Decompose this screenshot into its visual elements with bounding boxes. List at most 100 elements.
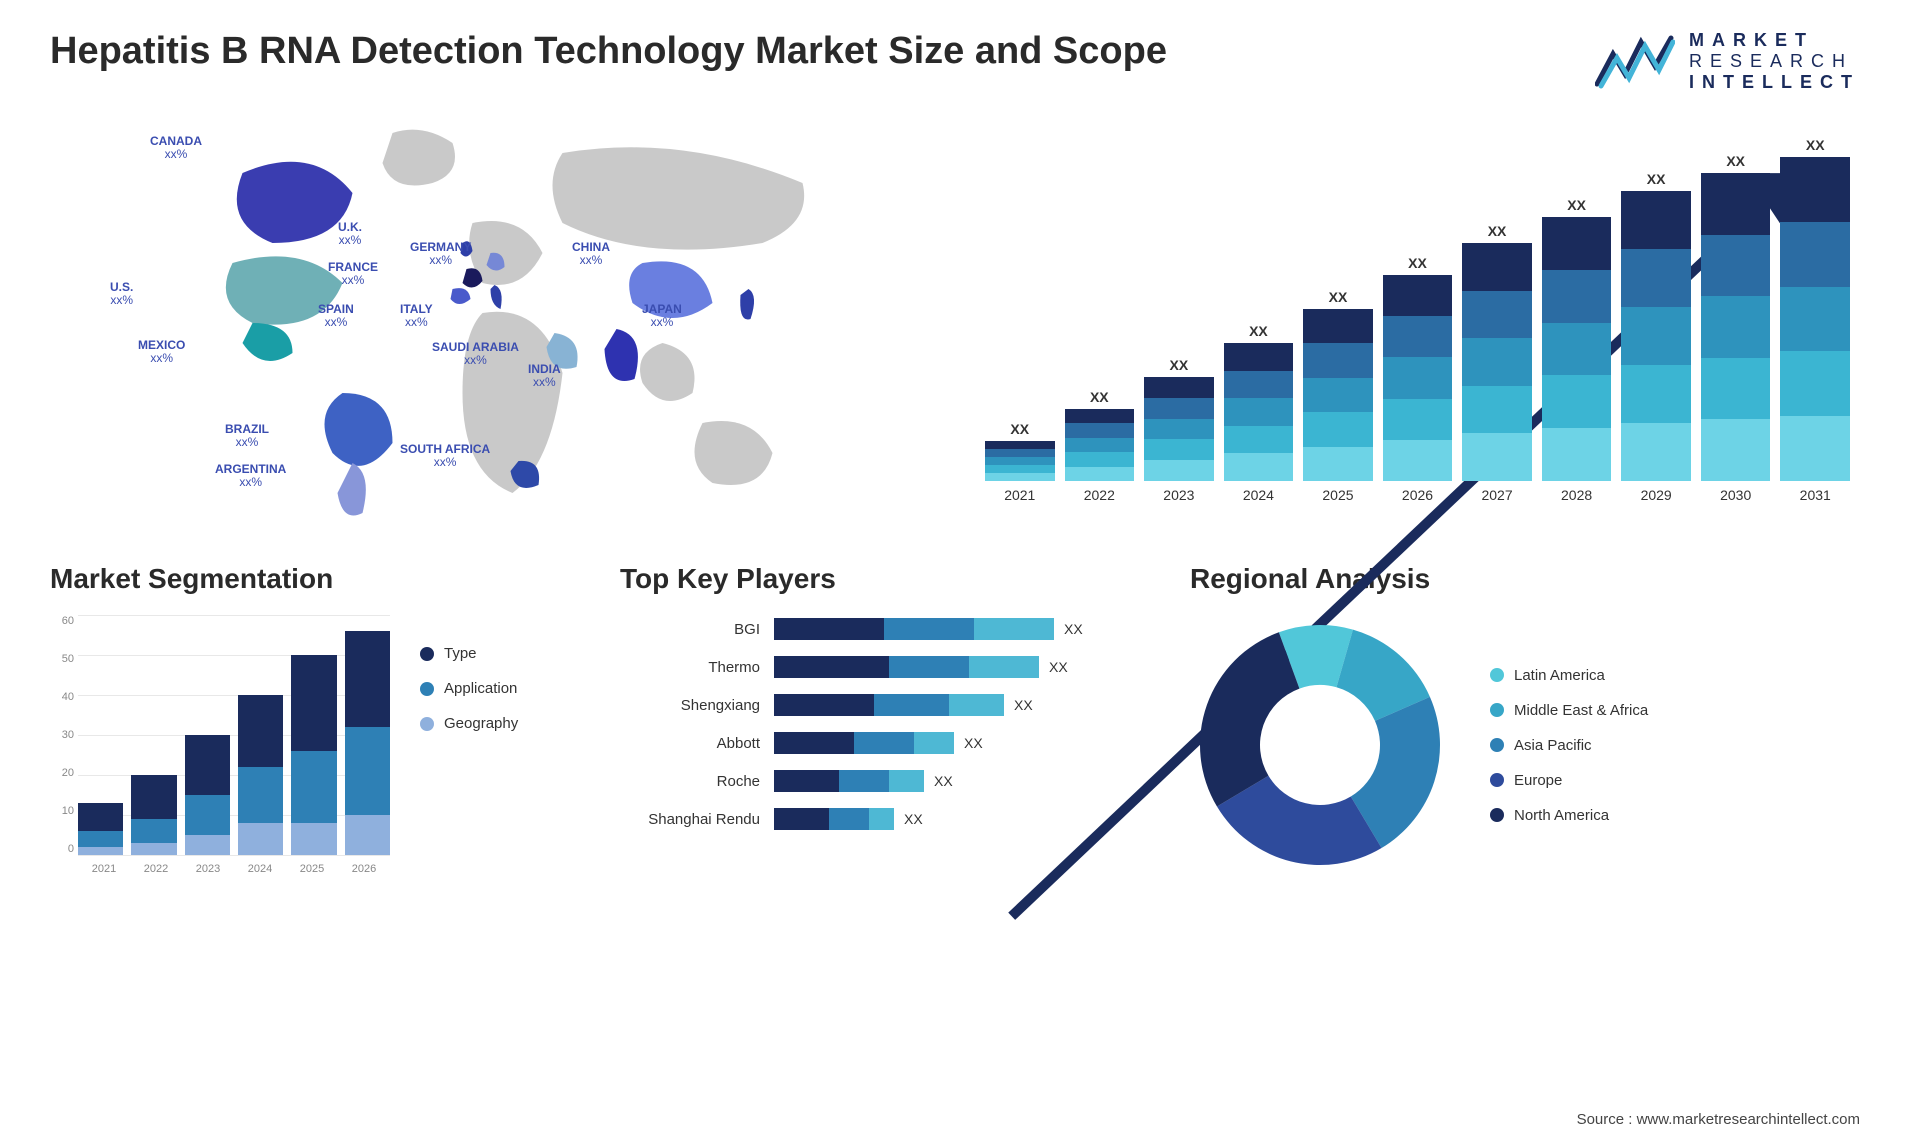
seg-segment-application xyxy=(238,767,283,823)
growth-segment xyxy=(1383,399,1453,440)
growth-year-label: 2026 xyxy=(1402,487,1433,503)
player-segment xyxy=(974,618,1054,640)
growth-segment xyxy=(1780,287,1850,352)
player-segment xyxy=(854,732,914,754)
growth-bar-2022: XX2022 xyxy=(1065,389,1135,503)
legend-label: Geography xyxy=(444,715,518,732)
growth-segment xyxy=(1383,440,1453,481)
growth-year-label: 2031 xyxy=(1800,487,1831,503)
seg-y-tick: 40 xyxy=(62,691,74,703)
growth-segment xyxy=(1780,351,1850,416)
legend-label: Asia Pacific xyxy=(1514,737,1592,754)
region-legend-item: Europe xyxy=(1490,772,1648,789)
growth-segment xyxy=(1701,296,1771,358)
growth-segment xyxy=(1065,467,1135,481)
growth-segment xyxy=(1224,453,1294,481)
legend-label: Application xyxy=(444,680,517,697)
seg-bar-2023 xyxy=(185,735,230,855)
growth-segment xyxy=(1542,217,1612,270)
growth-segment xyxy=(1144,439,1214,460)
growth-bar-2025: XX2025 xyxy=(1303,289,1373,503)
growth-segment xyxy=(1065,438,1135,452)
player-bar xyxy=(774,618,1054,640)
player-bar-wrap: XX xyxy=(774,694,1140,716)
player-bar-wrap: XX xyxy=(774,656,1140,678)
growth-segment xyxy=(1224,343,1294,371)
growth-segment xyxy=(985,441,1055,449)
growth-segment xyxy=(1303,447,1373,481)
legend-label: Middle East & Africa xyxy=(1514,702,1648,719)
seg-segment-application xyxy=(185,795,230,835)
seg-segment-type xyxy=(345,631,390,727)
growth-bar-2031: XX 2031 xyxy=(1780,137,1850,503)
growth-segment xyxy=(1383,357,1453,398)
player-segment xyxy=(874,694,949,716)
segmentation-chart: 6050403020100 202120222023202420252026 xyxy=(50,615,390,875)
growth-bar-2027: XX2027 xyxy=(1462,223,1532,503)
growth-year-label: 2029 xyxy=(1641,487,1672,503)
logo-line-1: MARKET xyxy=(1689,30,1860,51)
growth-year-label: 2022 xyxy=(1084,487,1115,503)
growth-year-label: 2028 xyxy=(1561,487,1592,503)
growth-value-label: XX xyxy=(1726,153,1745,169)
growth-segment xyxy=(1065,423,1135,437)
legend-label: Latin America xyxy=(1514,667,1605,684)
growth-year-label: 2021 xyxy=(1004,487,1035,503)
bottom-row: Market Segmentation 6050403020100 202120… xyxy=(0,533,1920,875)
legend-dot-icon xyxy=(1490,738,1504,752)
growth-segment xyxy=(985,465,1055,473)
player-segment xyxy=(774,694,874,716)
player-name: Shengxiang xyxy=(620,697,760,714)
growth-value-label: XX xyxy=(1010,421,1029,437)
growth-segment xyxy=(1780,157,1850,222)
legend-dot-icon xyxy=(1490,808,1504,822)
seg-legend-item: Application xyxy=(420,680,518,697)
seg-segment-geography xyxy=(291,823,336,855)
map-country-japan xyxy=(740,289,754,320)
seg-segment-application xyxy=(345,727,390,815)
growth-segment xyxy=(1701,419,1771,481)
growth-segment xyxy=(1065,409,1135,423)
growth-bar-2028: XX2028 xyxy=(1542,197,1612,503)
player-segment xyxy=(949,694,1004,716)
segmentation-title: Market Segmentation xyxy=(50,563,570,595)
growth-segment xyxy=(1542,323,1612,376)
seg-legend-item: Type xyxy=(420,645,518,662)
player-bar xyxy=(774,656,1039,678)
growth-segment xyxy=(1701,358,1771,420)
seg-bar-2022 xyxy=(131,775,176,855)
growth-segment xyxy=(985,449,1055,457)
player-name: Thermo xyxy=(620,659,760,676)
player-value-label: XX xyxy=(904,811,923,827)
growth-segment xyxy=(1542,270,1612,323)
player-segment xyxy=(914,732,954,754)
map-country-china xyxy=(629,261,712,318)
seg-legend-item: Geography xyxy=(420,715,518,732)
regional-donut-chart xyxy=(1190,615,1450,875)
legend-dot-icon xyxy=(420,647,434,661)
growth-segment xyxy=(1462,386,1532,434)
player-bar xyxy=(774,808,894,830)
segmentation-panel: Market Segmentation 6050403020100 202120… xyxy=(50,563,570,875)
map-country-canada xyxy=(237,162,353,243)
player-value-label: XX xyxy=(934,773,953,789)
world-map-panel: CANADAxx%U.S.xx%MEXICOxx%BRAZILxx%ARGENT… xyxy=(50,113,935,533)
player-row: BGIXX xyxy=(620,615,1140,643)
regional-title: Regional Analysis xyxy=(1190,563,1860,595)
player-bar-wrap: XX xyxy=(774,808,1140,830)
growth-segment xyxy=(1144,377,1214,398)
growth-bar-2024: XX2024 xyxy=(1224,323,1294,503)
growth-bar-2021: XX 2021 xyxy=(985,421,1055,503)
seg-segment-type xyxy=(185,735,230,795)
growth-segment xyxy=(1144,398,1214,419)
seg-bar-2025 xyxy=(291,655,336,855)
player-value-label: XX xyxy=(1014,697,1033,713)
map-country-brazil xyxy=(325,393,393,466)
seg-segment-type xyxy=(238,695,283,767)
seg-y-tick: 60 xyxy=(62,615,74,627)
player-name: Roche xyxy=(620,773,760,790)
player-segment xyxy=(774,732,854,754)
growth-segment xyxy=(1621,191,1691,249)
growth-segment xyxy=(1303,412,1373,446)
growth-value-label: XX xyxy=(1806,137,1825,153)
